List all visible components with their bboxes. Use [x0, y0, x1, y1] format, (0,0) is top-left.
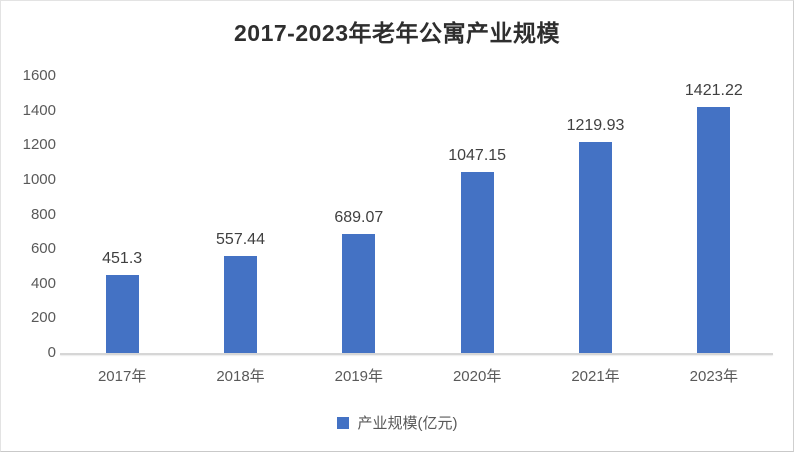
legend-swatch-icon — [336, 416, 349, 429]
y-tick-label: 1600 — [22, 67, 56, 84]
y-tick-label: 1000 — [22, 170, 56, 188]
chart-title: 2017-2023年老年公寓产业规模 — [234, 20, 560, 46]
x-axis-label: 2018年 — [216, 368, 265, 385]
data-label: 451.3 — [102, 249, 143, 267]
data-label: 557.44 — [216, 231, 265, 249]
y-tick-label: 1200 — [22, 136, 56, 154]
bar-2023年 — [697, 106, 731, 353]
x-axis-label: 2021年 — [571, 368, 620, 385]
y-tick-label: 400 — [30, 274, 56, 292]
x-axis-label: 2017年 — [97, 368, 147, 385]
data-label: 689.07 — [334, 208, 384, 226]
data-label: 1421.22 — [684, 81, 743, 99]
y-tick-label: 1400 — [22, 101, 56, 119]
legend-label: 产业规模(亿元) — [357, 415, 458, 432]
bar-2017年 — [105, 274, 139, 353]
bar-2020年 — [460, 171, 494, 353]
legend: 产业规模(亿元) — [1, 412, 793, 433]
bar-2019年 — [342, 233, 376, 353]
data-label: 1047.15 — [448, 146, 507, 164]
x-axis-label: 2020年 — [452, 368, 502, 385]
x-axis-line — [60, 353, 773, 355]
data-label: 1219.93 — [566, 116, 625, 134]
x-axis-label: 2023年 — [689, 368, 739, 385]
y-tick-label: 0 — [47, 344, 56, 361]
y-tick-label: 600 — [30, 240, 56, 258]
y-tick-label: 800 — [30, 205, 56, 223]
x-axis-label: 2019年 — [334, 368, 384, 385]
bar-2018年 — [224, 256, 257, 353]
bar-2021年 — [579, 141, 612, 353]
y-tick-label: 200 — [30, 309, 56, 327]
